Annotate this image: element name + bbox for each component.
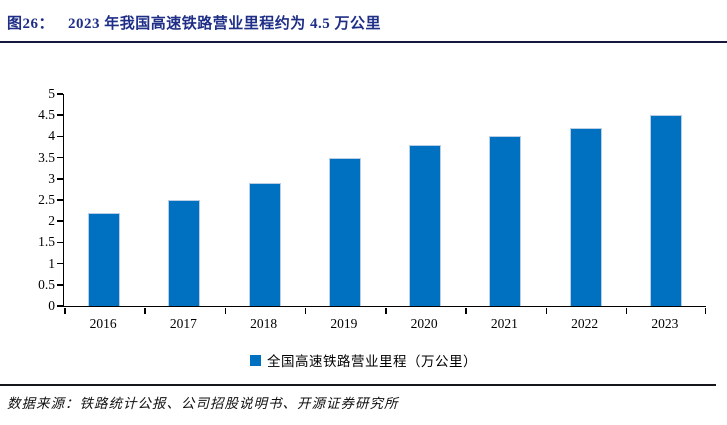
y-tick-label: 3	[48, 170, 55, 186]
data-source-note: 数据来源：铁路统计公报、公司招股说明书、开源证券研究所	[7, 396, 399, 411]
x-axis-tick	[385, 308, 387, 314]
y-tick-label: 0.5	[38, 276, 55, 292]
x-axis-tick	[64, 308, 66, 314]
figure-title-text: 2023 年我国高速铁路营业里程约为 4.5 万公里	[68, 16, 382, 32]
y-tick-label: 1	[48, 255, 55, 271]
bar-2021	[489, 136, 522, 306]
figure-title: 图26： 2023 年我国高速铁路营业里程约为 4.5 万公里	[7, 12, 720, 33]
footer-divider	[0, 384, 716, 386]
bar-2017	[168, 200, 201, 306]
y-axis-tick	[56, 114, 63, 116]
x-axis-tick	[625, 308, 628, 314]
y-tick-label: 2.5	[38, 192, 55, 207]
x-axis-tick	[224, 308, 226, 314]
x-axis-tick	[545, 308, 547, 314]
y-tick-label: 2	[48, 213, 55, 229]
y-axis-tick	[56, 284, 63, 286]
y-tick-label: 5	[48, 86, 55, 101]
x-axis-tick	[304, 308, 307, 314]
x-tick-label: 2022	[571, 316, 599, 331]
x-tick-label: 2020	[410, 316, 438, 331]
y-axis-tick	[56, 220, 63, 222]
bar-2023	[649, 115, 682, 306]
y-tick-label: 4.5	[38, 107, 55, 123]
bar-2016	[88, 212, 121, 306]
bar-2022	[569, 127, 602, 306]
y-axis-tick	[56, 241, 63, 244]
legend-label: 全国高速铁路营业里程（万公里）	[267, 354, 477, 369]
y-axis-tick	[56, 262, 63, 265]
y-tick-label: 4	[48, 128, 55, 144]
y-tick-label: 0	[48, 298, 55, 313]
y-axis-tick	[56, 135, 63, 138]
y-axis-labels: 0 0.5 1 1.5 2 2.5 3 3.5 4 4.5 5	[0, 86, 55, 313]
bar-2019	[328, 157, 361, 306]
legend: 全国高速铁路营业里程（万公里）	[0, 350, 727, 370]
y-axis-tick	[56, 178, 63, 180]
title-divider	[0, 41, 727, 43]
legend-swatch-icon	[250, 354, 261, 366]
x-tick-label: 2017	[169, 316, 197, 331]
y-tick-label: 1.5	[38, 234, 55, 250]
x-tick-label: 2016	[89, 316, 117, 331]
x-tick-label: 2023	[651, 316, 679, 331]
y-axis-tick	[56, 199, 63, 201]
y-tick-label: 3.5	[38, 149, 55, 165]
y-axis-tick	[56, 93, 63, 95]
x-tick-label: 2019	[330, 316, 358, 331]
x-axis-labels: 2016 2017 2018 2019 2020 2021 2022 2023	[63, 316, 705, 334]
y-axis-tick	[56, 156, 63, 159]
x-axis-tick	[144, 308, 146, 314]
y-axis-tick	[56, 305, 63, 307]
bar-2018	[248, 183, 281, 306]
x-axis-tick	[465, 308, 467, 314]
bar-2020	[409, 144, 442, 306]
x-tick-label: 2021	[490, 316, 518, 331]
plot-area	[56, 93, 706, 314]
figure-number: 图26：	[7, 16, 55, 32]
x-axis-tick	[704, 308, 706, 314]
x-tick-label: 2018	[250, 316, 278, 331]
